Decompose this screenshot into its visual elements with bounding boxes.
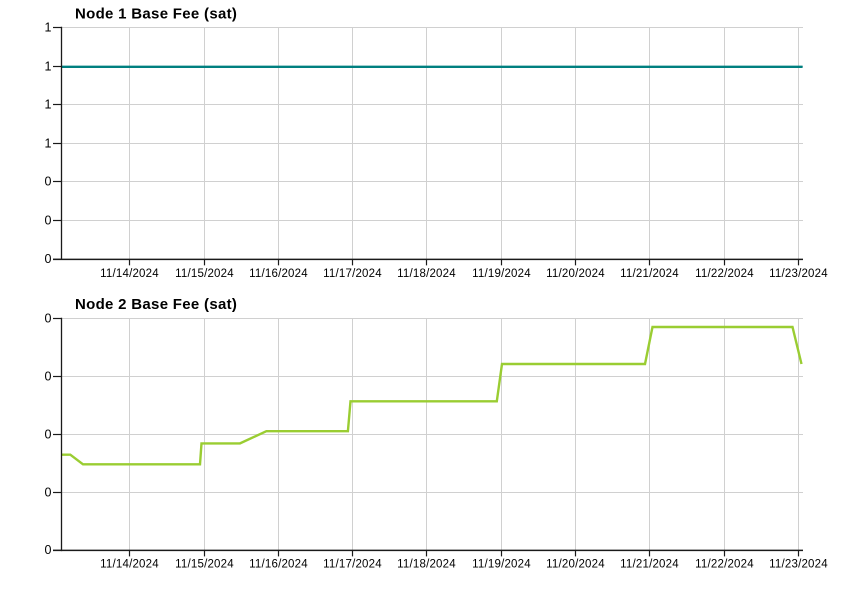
svg-text:11/18/2024: 11/18/2024: [397, 558, 456, 570]
svg-text:11/15/2024: 11/15/2024: [175, 558, 234, 570]
svg-text:11/17/2024: 11/17/2024: [323, 558, 382, 570]
svg-text:11/15/2024: 11/15/2024: [175, 268, 234, 280]
svg-text:11/16/2024: 11/16/2024: [249, 558, 308, 570]
svg-text:11/19/2024: 11/19/2024: [472, 558, 531, 570]
svg-text:Node 2 Base Fee (sat): Node 2 Base Fee (sat): [75, 296, 237, 313]
svg-text:0: 0: [45, 252, 52, 266]
svg-text:0: 0: [45, 214, 52, 228]
svg-text:1: 1: [45, 137, 52, 151]
svg-text:0: 0: [45, 312, 52, 326]
svg-text:11/14/2024: 11/14/2024: [100, 558, 159, 570]
svg-text:1: 1: [45, 98, 52, 112]
svg-text:11/20/2024: 11/20/2024: [546, 268, 605, 280]
svg-text:0: 0: [45, 175, 52, 189]
svg-text:11/22/2024: 11/22/2024: [695, 268, 754, 280]
svg-text:11/17/2024: 11/17/2024: [323, 268, 382, 280]
svg-text:0: 0: [45, 428, 52, 442]
svg-text:11/21/2024: 11/21/2024: [620, 558, 679, 570]
svg-text:11/20/2024: 11/20/2024: [546, 558, 605, 570]
svg-text:0: 0: [45, 543, 52, 557]
svg-text:11/23/2024: 11/23/2024: [769, 558, 828, 570]
svg-text:1: 1: [45, 21, 52, 35]
svg-text:11/19/2024: 11/19/2024: [472, 268, 531, 280]
svg-text:0: 0: [45, 486, 52, 500]
svg-text:11/18/2024: 11/18/2024: [397, 268, 456, 280]
svg-text:0: 0: [45, 370, 52, 384]
svg-text:11/22/2024: 11/22/2024: [695, 558, 754, 570]
svg-text:1: 1: [45, 60, 52, 74]
svg-text:11/16/2024: 11/16/2024: [249, 268, 308, 280]
svg-text:Node 1 Base Fee (sat): Node 1 Base Fee (sat): [75, 6, 237, 23]
svg-text:11/23/2024: 11/23/2024: [769, 268, 828, 280]
svg-text:11/14/2024: 11/14/2024: [100, 268, 159, 280]
svg-text:11/21/2024: 11/21/2024: [620, 268, 679, 280]
